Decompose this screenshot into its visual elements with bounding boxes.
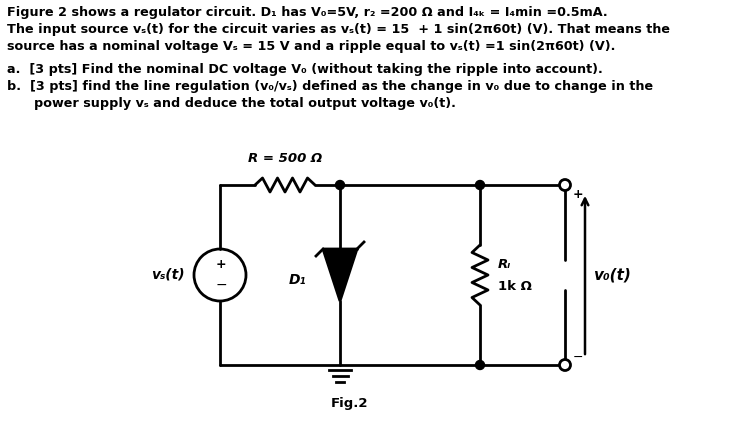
Text: −: − (216, 278, 227, 292)
Text: +: + (573, 188, 584, 201)
Text: vₛ(t): vₛ(t) (151, 268, 185, 282)
Text: b.  [3 pts] find the line regulation (v₀/vₛ) defined as the change in v₀ due to : b. [3 pts] find the line regulation (v₀/… (7, 80, 653, 93)
Text: R = 500 Ω: R = 500 Ω (248, 152, 322, 165)
Circle shape (336, 180, 345, 190)
Text: Figure 2 shows a regulator circuit. D₁ has V₀=5V, r₂ =200 Ω and I₄ₖ = I₄min =0.5: Figure 2 shows a regulator circuit. D₁ h… (7, 6, 608, 19)
Text: Rₗ: Rₗ (498, 259, 511, 271)
Circle shape (559, 180, 571, 191)
Text: a.  [3 pts] Find the nominal DC voltage V₀ (without taking the ripple into accou: a. [3 pts] Find the nominal DC voltage V… (7, 63, 603, 76)
Text: 1k Ω: 1k Ω (498, 281, 532, 294)
Text: The input source vₛ(t) for the circuit varies as vₛ(t) = 15  + 1 sin(2π60t) (V).: The input source vₛ(t) for the circuit v… (7, 23, 670, 36)
Text: v₀(t): v₀(t) (593, 267, 631, 282)
Text: −: − (573, 350, 584, 364)
Text: +: + (216, 259, 226, 271)
Circle shape (475, 180, 484, 190)
Polygon shape (323, 249, 357, 301)
Text: power supply vₛ and deduce the total output voltage v₀(t).: power supply vₛ and deduce the total out… (7, 97, 456, 110)
Circle shape (559, 360, 571, 371)
Text: D₁: D₁ (289, 273, 307, 287)
Text: Fig.2: Fig.2 (331, 397, 369, 410)
Text: source has a nominal voltage Vₛ = 15 V and a ripple equal to vₛ(t) =1 sin(2π60t): source has a nominal voltage Vₛ = 15 V a… (7, 40, 615, 53)
Circle shape (475, 361, 484, 370)
